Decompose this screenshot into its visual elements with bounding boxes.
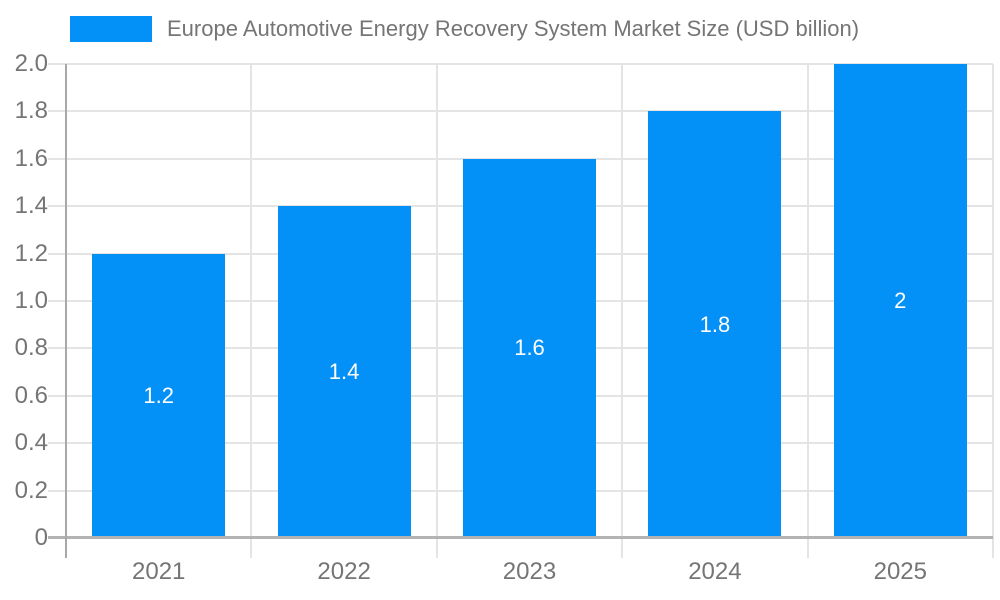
x-tick-label-2023: 2023 — [502, 558, 557, 585]
legend-swatch — [70, 16, 152, 42]
gridline-vertical — [621, 64, 624, 558]
bar-value-label-2024: 1.8 — [699, 311, 731, 337]
x-tick-label-2025: 2025 — [873, 558, 927, 585]
y-axis-line — [65, 64, 67, 558]
y-tick-label: 0.2 — [14, 476, 48, 504]
y-tick-label: 1.0 — [14, 287, 48, 314]
plot-area: 0 0.2 0.4 0.6 0.8 1.0 1.2 1.4 1.6 1.8 2.0 1.2 2021 1.… — [15, 52, 994, 585]
x-tick-label-2024: 2024 — [688, 558, 742, 585]
bar-value-label-2022: 1.4 — [328, 359, 360, 385]
y-tick-label: 0 — [34, 524, 48, 551]
bar-2024[interactable] — [648, 111, 782, 538]
gridline-horizontal — [48, 63, 993, 65]
y-tick-label: 1.4 — [14, 192, 48, 220]
gridline-vertical — [435, 64, 438, 558]
bar-2022[interactable] — [277, 206, 411, 538]
bar-2021[interactable] — [92, 253, 226, 538]
legend-label: Europe Automotive Energy Recovery System… — [167, 16, 860, 41]
y-tick-label: 1.2 — [14, 239, 48, 267]
y-tick-label: 1.6 — [14, 144, 48, 172]
gridline-horizontal — [48, 110, 993, 113]
gridline-vertical — [806, 64, 809, 558]
y-tick-label: 2.0 — [14, 50, 48, 77]
bar-value-label-2023: 1.6 — [514, 335, 545, 361]
gridline-horizontal — [48, 157, 993, 160]
y-tick-label: 0.6 — [14, 381, 48, 409]
bar-2023[interactable] — [463, 158, 596, 538]
bar-2025[interactable] — [833, 64, 967, 538]
y-tick-label: 0.8 — [14, 334, 48, 362]
x-tick-label-2022: 2022 — [317, 558, 371, 585]
gridline-vertical — [992, 64, 994, 558]
y-tick-label: 0.4 — [14, 429, 48, 457]
bar-value-label-2021: 1.2 — [143, 382, 174, 408]
x-tick-label-2021: 2021 — [131, 558, 186, 585]
y-tick-label: 1.8 — [14, 97, 48, 125]
x-axis-line — [48, 536, 993, 539]
legend[interactable]: Europe Automotive Energy Recovery System… — [70, 16, 859, 42]
gridline-vertical — [250, 64, 253, 558]
bar-value-label-2025: 2 — [894, 288, 907, 313]
